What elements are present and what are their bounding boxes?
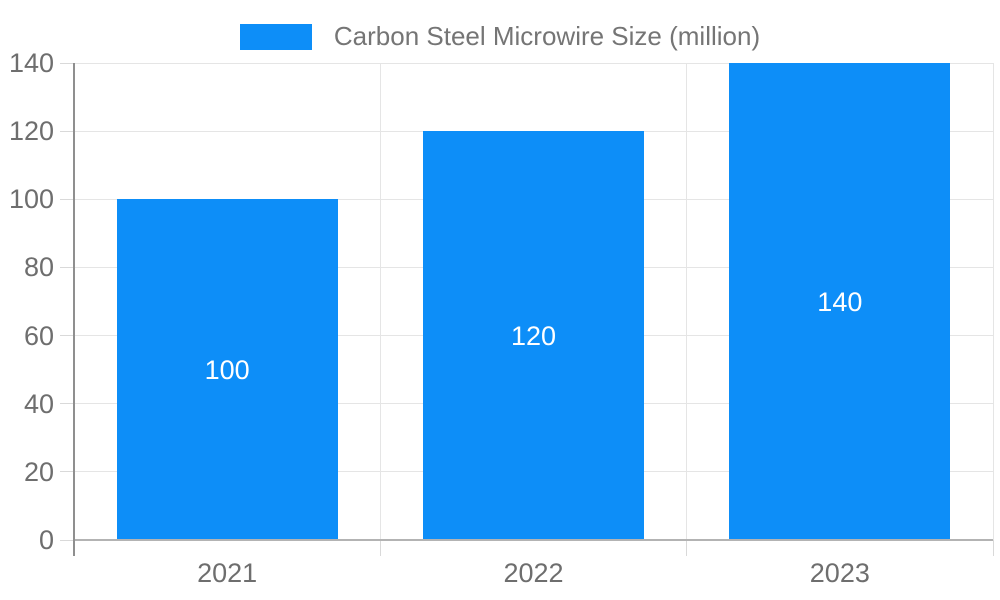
y-axis-label: 60 [23,320,54,351]
legend-swatch-icon [239,23,312,50]
y-axis-tick [60,198,74,200]
gridline-vertical [379,63,381,540]
x-axis-label: 2022 [503,558,564,588]
y-axis-tick [60,403,74,405]
x-axis-label: 2021 [197,558,258,588]
x-axis-tick [686,540,688,556]
x-axis-tick [992,540,994,556]
y-axis-tick [60,130,74,132]
bar[interactable] [729,63,950,540]
bar[interactable] [117,199,338,540]
x-axis-label: 2023 [809,558,870,588]
y-axis-label: 120 [8,116,54,147]
y-axis-label: 20 [23,456,54,487]
gridline-vertical [686,63,688,540]
y-axis-label: 0 [38,525,54,555]
y-axis-tick [60,335,74,337]
bar-value-label: 120 [510,320,557,351]
x-axis-tick [379,540,381,556]
bar[interactable] [423,131,644,540]
gridline-horizontal [74,62,993,64]
gridline-vertical [992,63,994,540]
legend-label: Carbon Steel Microwire Size (million) [333,21,761,51]
y-axis-tick [60,471,74,473]
y-axis-label: 140 [8,48,54,78]
legend-item[interactable]: Carbon Steel Microwire Size (million) [0,21,1000,52]
x-axis-line [74,539,993,541]
y-axis-tick [60,266,74,268]
y-axis-line [73,63,75,556]
y-axis-tick [60,539,74,541]
y-axis-label: 40 [23,388,54,419]
bar-value-label: 100 [204,354,250,385]
bar-value-label: 140 [817,286,863,317]
y-axis-label: 100 [8,184,54,215]
y-axis-tick [60,62,74,64]
y-axis-label: 80 [23,252,54,283]
